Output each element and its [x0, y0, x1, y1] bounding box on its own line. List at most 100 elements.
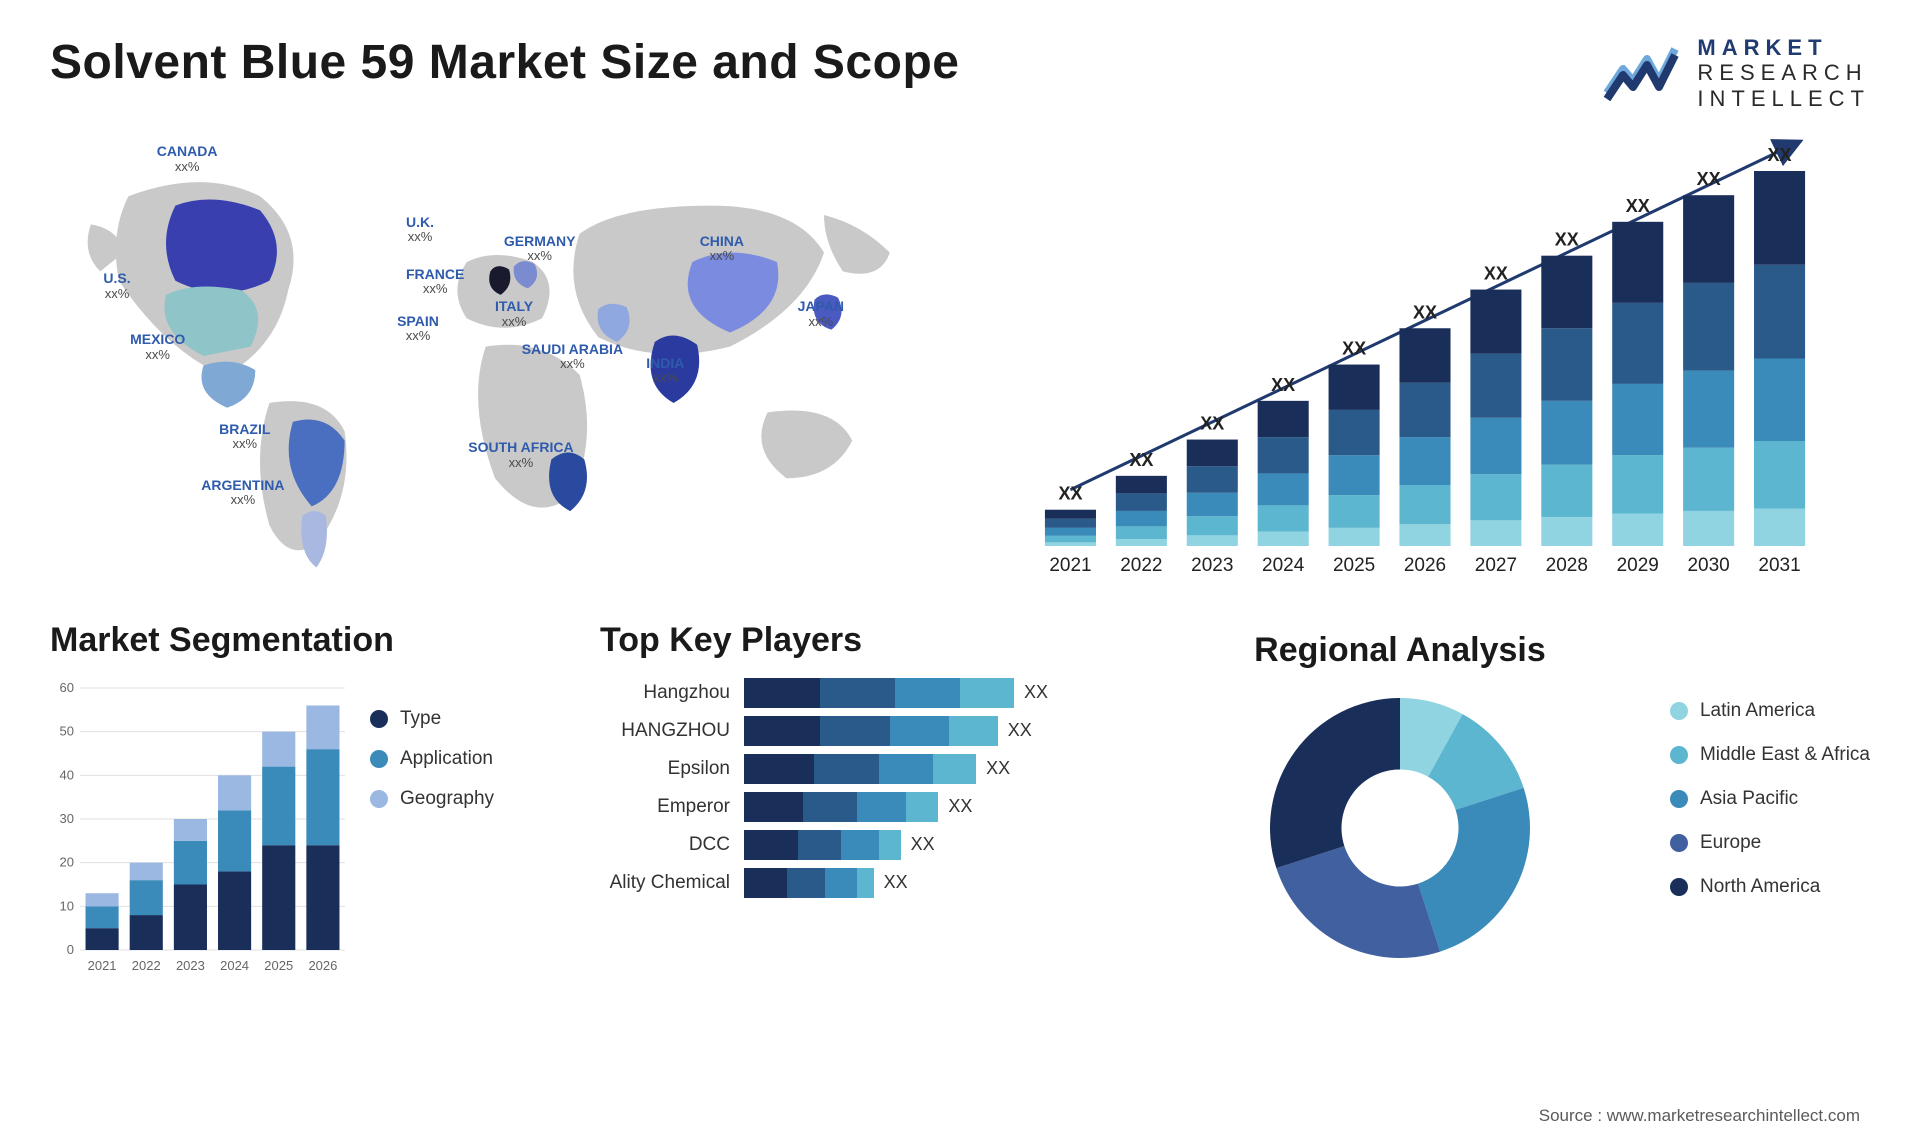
player-bar	[744, 830, 901, 860]
logo-text: MARKET RESEARCH INTELLECT	[1697, 35, 1870, 111]
map-label-china: CHINAxx%	[700, 234, 744, 264]
svg-text:2027: 2027	[1475, 555, 1517, 576]
segmentation-legend-item: Type	[370, 708, 494, 730]
player-value: XX	[1008, 720, 1032, 741]
map-label-germany: GERMANYxx%	[504, 234, 576, 264]
player-bar	[744, 868, 874, 898]
logo-line1: MARKET	[1697, 35, 1870, 60]
svg-text:2023: 2023	[1191, 555, 1233, 576]
map-label-france: FRANCExx%	[406, 267, 464, 297]
regional-legend-item: Latin America	[1670, 700, 1870, 722]
svg-text:30: 30	[60, 811, 74, 826]
svg-text:XX: XX	[1626, 196, 1650, 216]
map-label-canada: CANADAxx%	[157, 144, 218, 174]
svg-text:2028: 2028	[1546, 555, 1588, 576]
player-row: DCC XX	[600, 830, 1120, 860]
player-bar	[744, 678, 1014, 708]
bottom-row: Market Segmentation 0 10 20 30 40 50 60 2021 202…	[50, 621, 1870, 978]
svg-text:10: 10	[60, 898, 74, 913]
segmentation-legend-item: Geography	[370, 788, 494, 810]
svg-text:XX: XX	[1697, 169, 1721, 189]
growth-chart-panel: XX 2021 XX 2022 XX 2023 XX 2024 XX 2025 XX 2026 XX 20…	[980, 121, 1870, 591]
source-attribution: Source : www.marketresearchintellect.com	[1539, 1106, 1860, 1126]
player-value: XX	[884, 872, 908, 893]
player-bar	[744, 754, 976, 784]
segmentation-bar-chart: 0 10 20 30 40 50 60 2021 2022 2023 2024 2025 2026	[50, 678, 350, 978]
svg-text:60: 60	[60, 680, 74, 695]
map-label-india: INDIAxx%	[646, 356, 684, 386]
svg-text:XX: XX	[1200, 413, 1224, 433]
svg-text:XX: XX	[1058, 484, 1082, 504]
svg-text:2026: 2026	[308, 958, 337, 973]
page-title: Solvent Blue 59 Market Size and Scope	[50, 35, 959, 90]
svg-text:XX: XX	[1413, 302, 1437, 322]
top-row: CANADAxx% U.S.xx% MEXICOxx% BRAZILxx% ARGENT…	[50, 121, 1870, 591]
regional-legend: Latin AmericaMiddle East & AfricaAsia Pa…	[1670, 700, 1870, 898]
logo-mark-icon	[1603, 41, 1683, 105]
svg-text:50: 50	[60, 724, 74, 739]
map-label-japan: JAPANxx%	[798, 299, 844, 329]
svg-text:XX: XX	[1768, 145, 1792, 165]
player-value: XX	[948, 796, 972, 817]
player-name: Emperor	[600, 796, 730, 818]
player-row: Ality Chemical XX	[600, 868, 1120, 898]
svg-text:XX: XX	[1484, 263, 1508, 283]
regional-title: Regional Analysis	[1170, 631, 1630, 670]
player-bar	[744, 792, 938, 822]
player-row: Emperor XX	[600, 792, 1120, 822]
svg-text:2025: 2025	[1333, 555, 1375, 576]
player-value: XX	[911, 834, 935, 855]
regional-panel: Regional Analysis Latin AmericaMiddle Ea…	[1170, 621, 1870, 978]
svg-text:2021: 2021	[1049, 555, 1091, 576]
svg-text:XX: XX	[1342, 338, 1366, 358]
svg-text:2031: 2031	[1758, 555, 1800, 576]
svg-text:XX: XX	[1555, 230, 1579, 250]
svg-text:2024: 2024	[220, 958, 249, 973]
map-label-mexico: MEXICOxx%	[130, 332, 185, 362]
player-row: HANGZHOU XX	[600, 716, 1120, 746]
segmentation-title: Market Segmentation	[50, 621, 550, 660]
regional-legend-item: North America	[1670, 876, 1870, 898]
player-bar	[744, 716, 998, 746]
segmentation-panel: Market Segmentation 0 10 20 30 40 50 60 2021 202…	[50, 621, 550, 978]
map-label-argentina: ARGENTINAxx%	[201, 478, 284, 508]
map-label-brazil: BRAZILxx%	[219, 422, 270, 452]
growth-stacked-bar-chart: XX 2021 XX 2022 XX 2023 XX 2024 XX 2025 XX 2026 XX 20…	[980, 131, 1870, 591]
svg-text:2023: 2023	[176, 958, 205, 973]
regional-legend-item: Asia Pacific	[1670, 788, 1870, 810]
svg-text:XX: XX	[1271, 375, 1295, 395]
player-name: Hangzhou	[600, 682, 730, 704]
svg-text:2024: 2024	[1262, 555, 1305, 576]
player-name: DCC	[600, 834, 730, 856]
player-row: EpsilonXX	[600, 754, 1120, 784]
players-title: Top Key Players	[600, 621, 1120, 660]
player-name: Ality Chemical	[600, 872, 730, 894]
players-panel: Top Key Players HangzhouXXHANGZHOUXXEpsi…	[600, 621, 1120, 978]
svg-text:0: 0	[67, 942, 74, 957]
player-value: XX	[986, 758, 1010, 779]
map-label-u-s-: U.S.xx%	[103, 271, 130, 301]
regional-legend-item: Europe	[1670, 832, 1870, 854]
svg-text:20: 20	[60, 855, 74, 870]
svg-text:2026: 2026	[1404, 555, 1446, 576]
map-label-spain: SPAINxx%	[397, 314, 439, 344]
segmentation-legend: TypeApplicationGeography	[370, 678, 494, 810]
logo-line3: INTELLECT	[1697, 86, 1870, 111]
map-label-italy: ITALYxx%	[495, 299, 533, 329]
svg-text:2022: 2022	[132, 958, 161, 973]
player-name: HANGZHOU	[600, 720, 730, 742]
header: Solvent Blue 59 Market Size and Scope MA…	[50, 35, 1870, 111]
svg-text:40: 40	[60, 767, 74, 782]
svg-text:XX: XX	[1129, 450, 1153, 470]
svg-text:2021: 2021	[88, 958, 117, 973]
svg-text:2022: 2022	[1120, 555, 1162, 576]
player-value: XX	[1024, 682, 1048, 703]
logo-line2: RESEARCH	[1697, 60, 1870, 85]
players-list: HangzhouXXHANGZHOUXXEpsilonXXEmperorXXDC…	[600, 678, 1120, 898]
world-map-panel: CANADAxx% U.S.xx% MEXICOxx% BRAZILxx% ARGENT…	[50, 121, 940, 591]
svg-text:2030: 2030	[1687, 555, 1729, 576]
svg-text:2025: 2025	[264, 958, 293, 973]
map-label-u-k-: U.K.xx%	[406, 215, 434, 245]
brand-logo: MARKET RESEARCH INTELLECT	[1603, 35, 1870, 111]
map-label-saudi-arabia: SAUDI ARABIAxx%	[522, 342, 623, 372]
